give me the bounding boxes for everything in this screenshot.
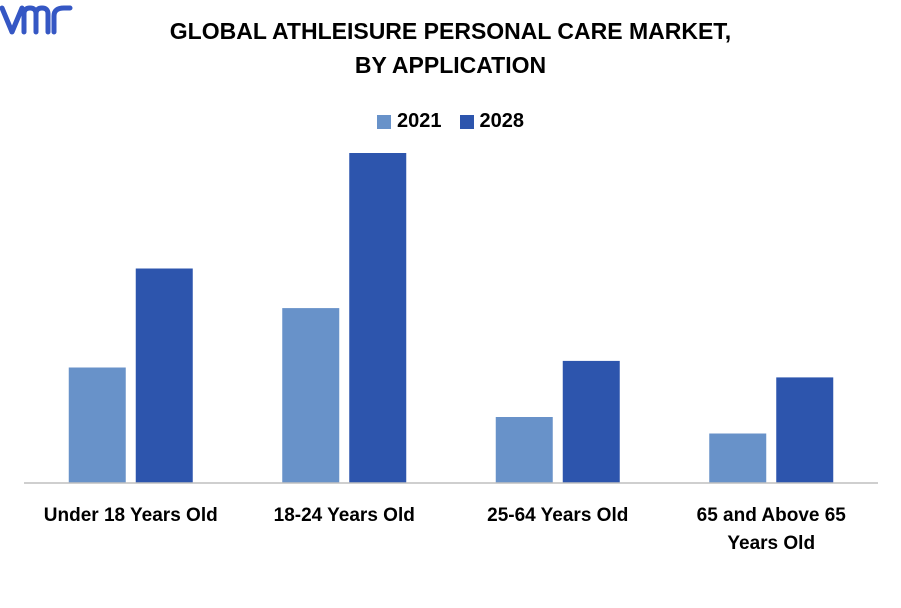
logo-v-mark <box>0 5 25 35</box>
category-label-0-0: Under 18 Years Old <box>44 505 218 526</box>
bar-2028-3 <box>776 377 834 483</box>
chart-title-line-1: GLOBAL ATHLEISURE PERSONAL CARE MARKET, <box>169 18 732 44</box>
legend-item-2021: 2021 <box>377 110 442 133</box>
chart-legend: 2021 2028 <box>0 110 901 133</box>
bar-2021-3 <box>709 433 767 483</box>
legend-label-2021: 2021 <box>397 110 442 132</box>
logo-r-mark <box>51 5 73 35</box>
vmr-logo <box>0 5 73 35</box>
legend-swatch-2021 <box>377 114 391 129</box>
category-label-3-0: 65 and Above 65 <box>697 505 847 526</box>
bar-2021-1 <box>282 308 340 483</box>
legend-label-2028: 2028 <box>479 110 525 132</box>
chart-title: GLOBAL ATHLEISURE PERSONAL CARE MARKET, … <box>0 14 901 82</box>
legend-swatch-2028 <box>459 114 474 129</box>
chart-title-line-2: BY APPLICATION <box>354 52 547 78</box>
logo-m-mark <box>21 5 51 35</box>
bar-2028-0 <box>135 268 193 483</box>
category-label-3-1: Years Old <box>727 533 815 554</box>
bar-2021-2 <box>495 417 553 483</box>
bar-2028-1 <box>349 153 407 483</box>
bar-2021-0 <box>68 367 126 483</box>
category-label-1-0: 18-24 Years Old <box>274 505 415 526</box>
category-label-2-0: 25-64 Years Old <box>487 505 628 526</box>
bar-2028-2 <box>562 360 620 483</box>
bar-chart: Under 18 Years Old 18-24 Years Old 25-64 Y… <box>24 153 878 554</box>
legend-item-2028: 2028 <box>459 110 525 133</box>
